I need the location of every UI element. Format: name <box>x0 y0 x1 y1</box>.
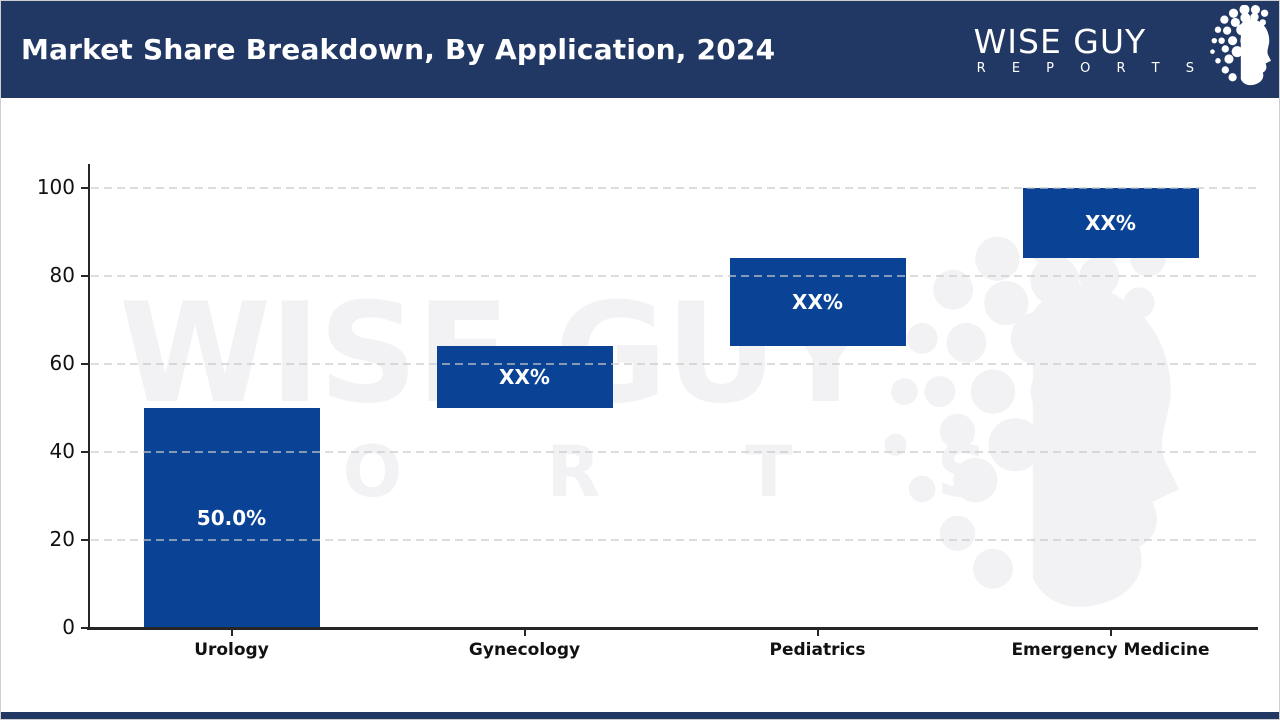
chart-bar-gynecology: XX% <box>436 346 613 408</box>
bar-value-label: XX% <box>792 290 843 315</box>
chart-bar-pediatrics: XX% <box>729 258 906 347</box>
x-axis-line <box>87 627 1258 630</box>
gridline-y-80 <box>91 275 1257 277</box>
wiseguy-logo-name: WISE GUY <box>973 21 1147 61</box>
x-axis-category-label: Pediatrics <box>769 640 866 660</box>
y-tick-mark <box>81 363 88 365</box>
y-axis-tick-label: 80 <box>49 263 75 287</box>
x-axis-category-label: Urology <box>194 640 269 660</box>
y-axis-tick-label: 0 <box>62 615 75 639</box>
y-axis-line <box>88 164 90 630</box>
x-tick-mark <box>523 630 526 636</box>
bar-value-label: XX% <box>499 365 550 390</box>
x-tick-mark <box>816 630 819 636</box>
y-tick-mark <box>81 627 88 629</box>
y-tick-mark <box>81 539 88 541</box>
y-tick-mark <box>81 451 88 453</box>
bar-value-label: 50.0% <box>196 506 267 530</box>
gridline-y-40 <box>91 451 1257 453</box>
y-axis-tick-label: 60 <box>49 351 75 375</box>
y-axis-tick-label: 20 <box>49 527 75 551</box>
gridline-y-20 <box>91 539 1257 541</box>
chart-bar-urology: 50.0% <box>143 408 320 628</box>
footer-band <box>1 712 1279 719</box>
wiseguy-logo-text: WISE GUY R E P O R T S <box>973 21 1205 76</box>
wiseguy-face-icon <box>1207 4 1271 95</box>
page-title: Market Share Breakdown, By Application, … <box>21 33 776 66</box>
y-tick-mark <box>81 275 88 277</box>
x-tick-mark <box>1109 630 1112 636</box>
header-band: Market Share Breakdown, By Application, … <box>1 1 1279 98</box>
wiseguy-logo-subtitle: R E P O R T S <box>976 60 1205 76</box>
y-tick-mark <box>81 187 88 189</box>
wiseguy-logo: WISE GUY R E P O R T S <box>973 4 1271 95</box>
bar-value-label: XX% <box>1085 211 1136 236</box>
gridline-y-100 <box>91 187 1257 189</box>
x-tick-mark <box>230 630 233 636</box>
y-axis-tick-label: 40 <box>49 439 75 463</box>
gridline-y-60 <box>91 363 1257 365</box>
chart-bar-emergency-medicine: XX% <box>1022 188 1199 259</box>
x-axis-category-label: Gynecology <box>468 640 581 660</box>
x-axis-category-label: Emergency Medicine <box>1011 640 1210 660</box>
y-axis-tick-label: 100 <box>36 175 75 199</box>
